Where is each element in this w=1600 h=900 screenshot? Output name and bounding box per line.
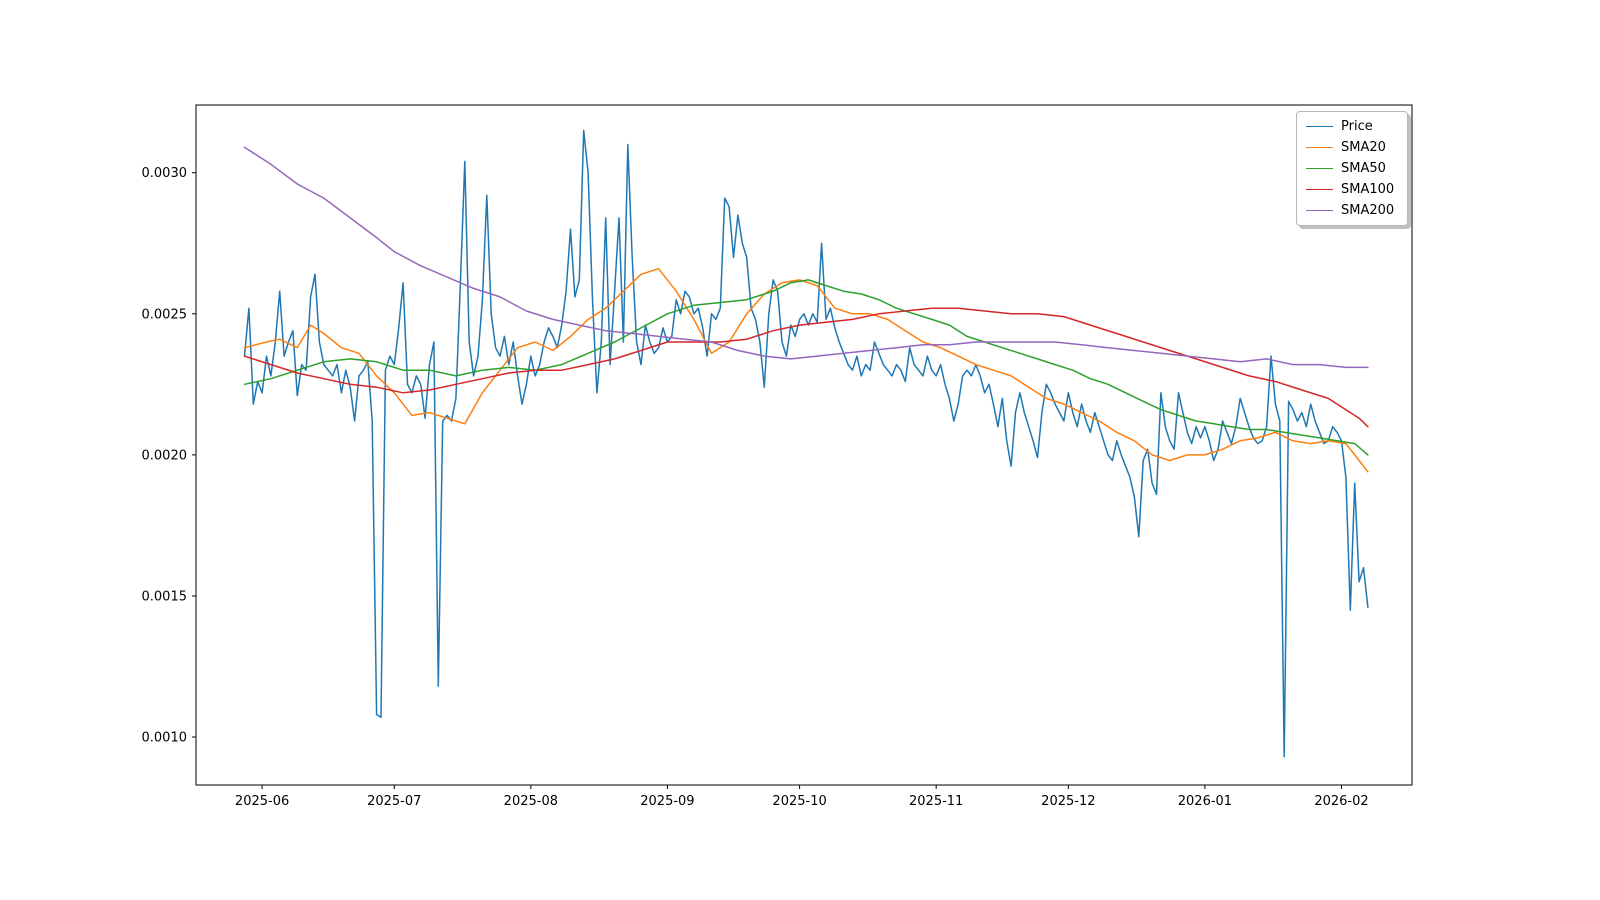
legend-label-sma50: SMA50 — [1341, 161, 1386, 176]
legend-label-sma200: SMA200 — [1341, 203, 1395, 218]
y-tick-label: 0.0010 — [142, 731, 188, 746]
x-tick-label: 2025-09 — [640, 794, 694, 809]
x-tick-label: 2026-02 — [1314, 794, 1368, 809]
legend-entry-price: Price — [1306, 119, 1398, 134]
x-tick-label: 2026-01 — [1178, 794, 1232, 809]
sma200-line-swatch — [1306, 210, 1333, 211]
legend: Price SMA20 SMA50 SMA100 SMA200 — [1296, 111, 1408, 226]
x-tick-label: 2025-08 — [504, 794, 558, 809]
legend-entry-sma200: SMA200 — [1306, 203, 1398, 218]
series-line-sma50 — [243, 279, 1369, 456]
legend-label-price: Price — [1341, 119, 1373, 134]
series-line-sma100 — [243, 307, 1369, 428]
legend-entry-sma20: SMA20 — [1306, 140, 1398, 155]
series-line-sma200 — [243, 146, 1369, 369]
sma100-line-swatch — [1306, 189, 1333, 190]
series-line-sma20 — [243, 267, 1369, 473]
legend-entry-sma50: SMA50 — [1306, 161, 1398, 176]
sma50-line-swatch — [1306, 168, 1333, 169]
y-tick-label: 0.0020 — [142, 448, 188, 463]
y-tick-label: 0.0025 — [142, 307, 188, 322]
x-tick-label: 2025-06 — [235, 794, 289, 809]
x-tick-label: 2025-12 — [1041, 794, 1095, 809]
series-line-price — [243, 129, 1369, 758]
x-tick-label: 2025-10 — [772, 794, 826, 809]
x-tick-label: 2025-07 — [367, 794, 421, 809]
legend-label-sma20: SMA20 — [1341, 140, 1386, 155]
y-tick-label: 0.0015 — [142, 589, 188, 604]
legend-entry-sma100: SMA100 — [1306, 182, 1398, 197]
plot-border — [195, 104, 1413, 786]
y-tick-label: 0.0030 — [142, 166, 188, 181]
sma20-line-swatch — [1306, 147, 1333, 148]
x-tick-label: 2025-11 — [909, 794, 963, 809]
legend-label-sma100: SMA100 — [1341, 182, 1395, 197]
price-line-swatch — [1306, 126, 1333, 127]
